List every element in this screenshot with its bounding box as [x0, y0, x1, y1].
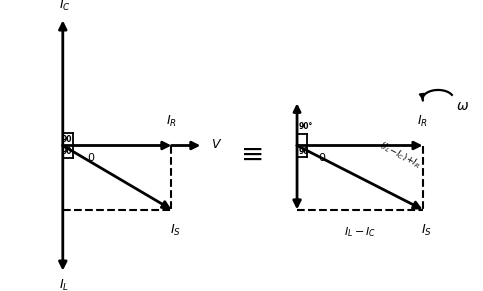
Text: $I_S$: $I_S$ [421, 223, 432, 238]
Text: 90: 90 [298, 148, 309, 156]
Text: $I_S$: $I_S$ [170, 223, 181, 238]
Text: 90: 90 [61, 147, 72, 156]
Text: 90: 90 [61, 135, 72, 144]
Text: $I_L - I_C$: $I_L - I_C$ [344, 226, 376, 239]
Text: $\equiv$: $\equiv$ [235, 140, 263, 168]
Text: $I_L$: $I_L$ [59, 278, 69, 291]
Text: $0$: $0$ [318, 151, 327, 163]
Text: $\omega$: $\omega$ [456, 99, 469, 113]
Text: $I_R$: $I_R$ [166, 114, 177, 129]
Text: 90°: 90° [298, 122, 313, 131]
Text: $I_R$: $I_R$ [417, 114, 428, 129]
Text: $0$: $0$ [86, 151, 95, 163]
Text: $V$: $V$ [211, 138, 222, 150]
Text: $I_C$: $I_C$ [59, 0, 71, 13]
Text: $(I_L\!-\!I_C)\!+\!I_R$: $(I_L\!-\!I_C)\!+\!I_R$ [377, 139, 423, 171]
